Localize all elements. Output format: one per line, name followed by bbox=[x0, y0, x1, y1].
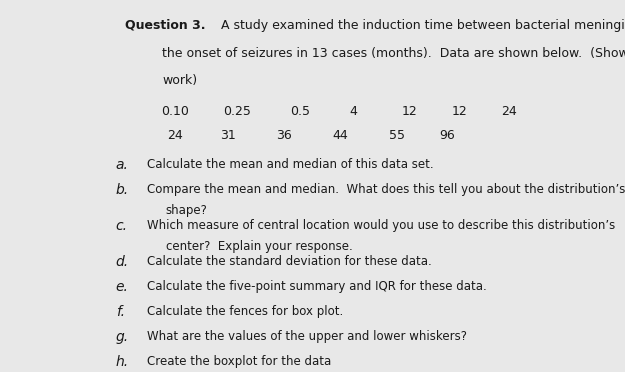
Text: What are the values of the upper and lower whiskers?: What are the values of the upper and low… bbox=[147, 330, 467, 343]
Text: e.: e. bbox=[116, 280, 129, 294]
Text: Calculate the mean and median of this data set.: Calculate the mean and median of this da… bbox=[147, 158, 434, 171]
Text: the onset of seizures in 13 cases (months).  Data are shown below.  (Show all yo: the onset of seizures in 13 cases (month… bbox=[162, 46, 625, 60]
Text: 36: 36 bbox=[276, 129, 292, 142]
Text: h.: h. bbox=[116, 355, 129, 369]
Text: Calculate the fences for box plot.: Calculate the fences for box plot. bbox=[147, 305, 343, 318]
Text: center?  Explain your response.: center? Explain your response. bbox=[166, 240, 352, 253]
Text: 12: 12 bbox=[451, 105, 468, 118]
Text: 0.25: 0.25 bbox=[224, 105, 251, 118]
Text: Compare the mean and median.  What does this tell you about the distribution’s: Compare the mean and median. What does t… bbox=[147, 183, 625, 196]
Text: 4: 4 bbox=[349, 105, 357, 118]
Text: Question 3.: Question 3. bbox=[125, 19, 206, 32]
Text: d.: d. bbox=[116, 255, 129, 269]
Text: A study examined the induction time between bacterial meningitis and: A study examined the induction time betw… bbox=[217, 19, 625, 32]
Text: Create the boxplot for the data: Create the boxplot for the data bbox=[147, 355, 331, 368]
Text: a.: a. bbox=[116, 158, 129, 172]
Text: shape?: shape? bbox=[166, 204, 208, 217]
Text: b.: b. bbox=[116, 183, 129, 197]
Text: 44: 44 bbox=[332, 129, 349, 142]
Text: Which measure of central location would you use to describe this distribution’s: Which measure of central location would … bbox=[147, 219, 615, 232]
Text: 12: 12 bbox=[401, 105, 418, 118]
Text: 24: 24 bbox=[501, 105, 518, 118]
Text: 55: 55 bbox=[389, 129, 405, 142]
Text: Calculate the standard deviation for these data.: Calculate the standard deviation for the… bbox=[147, 255, 432, 268]
Text: 24: 24 bbox=[167, 129, 183, 142]
Text: g.: g. bbox=[116, 330, 129, 344]
Text: 0.10: 0.10 bbox=[161, 105, 189, 118]
Text: work): work) bbox=[162, 74, 198, 87]
Text: 96: 96 bbox=[439, 129, 455, 142]
Text: c.: c. bbox=[116, 219, 128, 233]
Text: f.: f. bbox=[116, 305, 124, 319]
Text: 0.5: 0.5 bbox=[290, 105, 310, 118]
Text: Calculate the five-point summary and IQR for these data.: Calculate the five-point summary and IQR… bbox=[147, 280, 487, 293]
Text: 31: 31 bbox=[220, 129, 236, 142]
